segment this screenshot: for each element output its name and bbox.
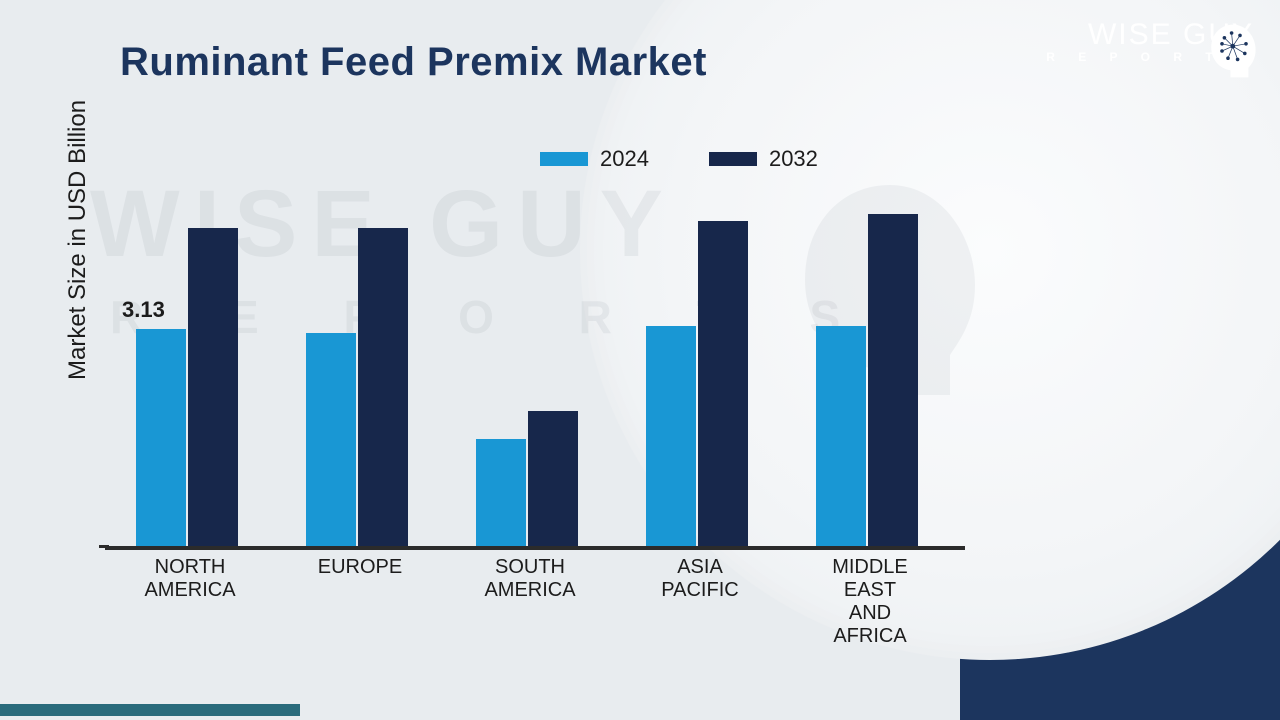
bar bbox=[528, 411, 578, 546]
bar bbox=[188, 228, 238, 546]
bar bbox=[868, 214, 918, 546]
bar bbox=[306, 333, 356, 546]
legend-swatch-2024 bbox=[540, 152, 588, 166]
legend-label-2032: 2032 bbox=[769, 146, 818, 172]
x-category-label: EUROPE bbox=[285, 556, 435, 579]
x-category-label: ASIAPACIFIC bbox=[625, 556, 775, 602]
bar bbox=[476, 439, 526, 546]
bottom-accent-bar bbox=[0, 704, 300, 716]
legend-label-2024: 2024 bbox=[600, 146, 649, 172]
brand-logo: WISE GUY R E P O R T S bbox=[1046, 18, 1254, 64]
bar bbox=[698, 221, 748, 546]
bar-group bbox=[470, 190, 590, 546]
legend-item-2024: 2024 bbox=[540, 146, 649, 172]
bar-group bbox=[130, 190, 250, 546]
y-axis-label: Market Size in USD Billion bbox=[64, 100, 92, 380]
bar bbox=[358, 228, 408, 546]
y-tick bbox=[99, 545, 109, 548]
chart-title: Ruminant Feed Premix Market bbox=[120, 40, 707, 85]
x-category-label: MIDDLEEASTANDAFRICA bbox=[795, 556, 945, 648]
bar-group bbox=[300, 190, 420, 546]
stage: WISE GUY R E P O R T S Ruminant Feed Pre… bbox=[0, 0, 1280, 720]
bar bbox=[136, 329, 186, 546]
x-category-label: NORTHAMERICA bbox=[115, 556, 265, 602]
x-category-label: SOUTHAMERICA bbox=[455, 556, 605, 602]
legend: 2024 2032 bbox=[540, 146, 818, 172]
bar-group bbox=[640, 190, 760, 546]
legend-item-2032: 2032 bbox=[709, 146, 818, 172]
bar-group bbox=[810, 190, 930, 546]
bar bbox=[816, 326, 866, 546]
legend-swatch-2032 bbox=[709, 152, 757, 166]
bar bbox=[646, 326, 696, 546]
bar-chart: 3.13 bbox=[105, 190, 965, 550]
head-network-icon bbox=[1198, 20, 1258, 82]
